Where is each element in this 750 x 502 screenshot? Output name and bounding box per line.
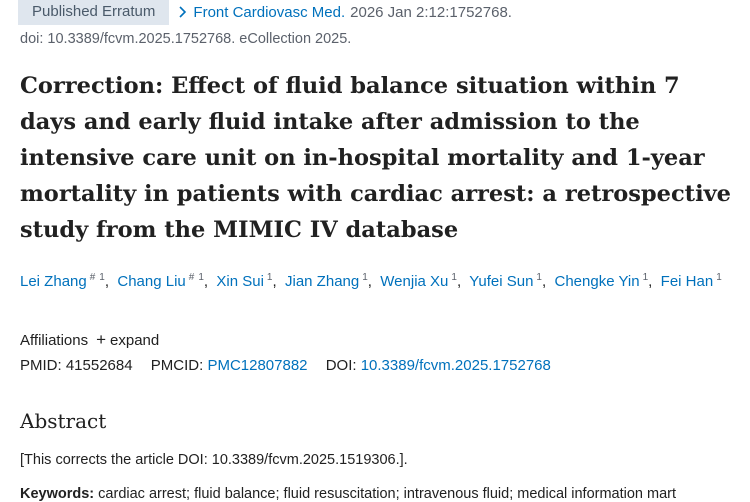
author-name[interactable]: Chang Liu	[117, 273, 186, 290]
author-mark[interactable]: 1	[716, 272, 722, 283]
publication-type-badge: Published Erratum	[18, 0, 170, 25]
chevron-icon	[179, 6, 187, 18]
pmcid-link[interactable]: PMC12807882	[207, 357, 308, 374]
pmid-label: PMID:	[20, 357, 62, 374]
author-mark[interactable]: #	[188, 272, 195, 283]
expand-toggle[interactable]: expand	[110, 332, 160, 349]
author-name[interactable]: Fei Han	[660, 273, 714, 290]
doi-link[interactable]: 10.3389/fcvm.2025.1752768	[360, 357, 551, 374]
affiliations-label: Affiliations	[20, 332, 89, 349]
author-name[interactable]: Yufei Sun	[469, 273, 534, 290]
author-mark[interactable]: 1	[99, 272, 105, 283]
author: Yufei Sun 1	[469, 272, 550, 290]
affiliations: Affiliations + expand	[20, 330, 159, 350]
author-mark[interactable]: 1	[642, 272, 649, 283]
author: Chang Liu #1	[117, 272, 212, 290]
author: Lei Zhang #1	[20, 272, 113, 290]
author-name[interactable]: Xin Sui	[216, 273, 264, 290]
author: Wenjia Xu 1	[380, 272, 465, 290]
doi-line: doi: 10.3389/fcvm.2025.1752768. eCollect…	[20, 31, 352, 47]
author: Fei Han 1	[660, 272, 722, 290]
plus-icon[interactable]: +	[96, 330, 107, 349]
journal-link[interactable]: Front Cardiovasc Med.	[193, 3, 346, 21]
author-mark[interactable]: 1	[198, 272, 204, 283]
author-mark[interactable]: 1	[266, 272, 273, 283]
article-title: Correction: Effect of fluid balance situ…	[20, 73, 732, 243]
citation-bar: Published Erratum Front Cardiovasc Med. …	[18, 0, 512, 25]
author: Chengke Yin 1	[554, 272, 657, 290]
author-mark[interactable]: 1	[362, 272, 368, 283]
author-name[interactable]: Lei Zhang	[20, 273, 87, 290]
keywords-label: Keywords:	[20, 486, 95, 502]
author-mark[interactable]: 1	[536, 272, 542, 283]
identifiers: PMID: 41552684 PMCID: PMC12807882 DOI: 1…	[20, 357, 551, 374]
keywords: Keywords: cardiac arrest; fluid balance;…	[20, 486, 676, 502]
pmcid-label: PMCID:	[150, 357, 204, 374]
pmid: 41552684	[65, 357, 133, 374]
doi-label: DOI:	[325, 357, 357, 374]
author-mark[interactable]: #	[89, 272, 96, 283]
abstract-heading: Abstract	[20, 409, 107, 433]
author-mark[interactable]: 1	[451, 272, 457, 283]
keywords-text: cardiac arrest; fluid balance; fluid res…	[98, 486, 677, 502]
author-name[interactable]: Wenjia Xu	[380, 273, 449, 290]
author: Jian Zhang 1	[285, 272, 376, 290]
author-name[interactable]: Jian Zhang	[285, 273, 360, 290]
abstract-text: [This corrects the article DOI: 10.3389/…	[20, 452, 408, 468]
author-name[interactable]: Chengke Yin	[554, 273, 640, 290]
author: Xin Sui 1	[216, 272, 280, 290]
citation: 2026 Jan 2:12:1752768.	[350, 3, 512, 21]
